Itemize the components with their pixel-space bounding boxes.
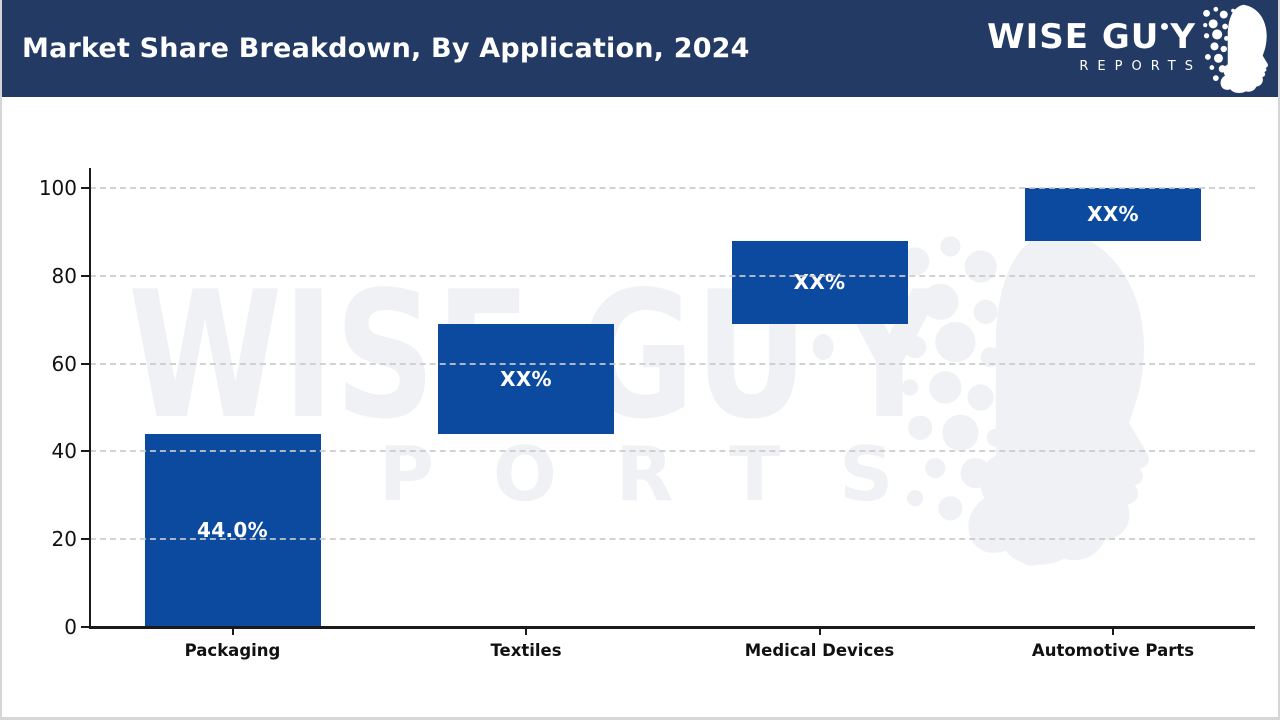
y-tick-label-60: 60 [51, 351, 77, 376]
wise-guy-logo: WISE GU Y REPORTS [987, 4, 1274, 94]
x-tick-label-textiles: Textiles [490, 641, 562, 660]
y-tick-100 [81, 187, 89, 189]
gridline-60 [90, 362, 1255, 365]
bar-value-label-automotive-parts: XX% [1087, 202, 1139, 227]
y-axis-line [89, 168, 91, 629]
x-tick-label-automotive-parts: Automotive Parts [1031, 641, 1195, 660]
y-tick-0 [81, 626, 89, 628]
gridline-80 [90, 274, 1255, 277]
x-tick-label-medical-devices: Medical Devices [744, 641, 895, 660]
logo-wordmark: WISE GU Y [987, 17, 1196, 57]
y-tick-label-80: 80 [51, 263, 77, 288]
x-tick-label-packaging: Packaging [184, 641, 281, 660]
header: Market Share Breakdown, By Application, … [2, 0, 1278, 97]
logo-reports-label: REPORTS [1079, 59, 1202, 74]
bar-medical-devices: XX% [731, 240, 908, 325]
x-tick-textiles [525, 628, 527, 635]
y-tick-label-20: 20 [51, 527, 77, 552]
logo-text: WISE GU Y REPORTS [987, 20, 1196, 74]
chart-area: WISE GU Y REPORTS 44.0% XX% XX% XX% 0 20 40 60 80… [2, 97, 1278, 717]
bar-automotive-parts: XX% [1025, 188, 1201, 241]
y-tick-label-40: 40 [51, 439, 77, 464]
logo-head-icon [1203, 4, 1268, 93]
y-tick-60 [81, 362, 89, 365]
y-tick-label-100: 100 [38, 176, 77, 200]
x-tick-automotive-parts [1112, 628, 1114, 635]
y-tick-80 [81, 274, 89, 277]
gridline-100 [90, 187, 1255, 189]
bar-value-label-medical-devices: XX% [793, 270, 846, 295]
logo-dot-icon [1161, 23, 1169, 30]
y-tick-label-0: 0 [64, 615, 77, 639]
gridline-40 [90, 450, 1255, 453]
bar-packaging: 44.0% [144, 433, 321, 627]
x-tick-medical-devices [818, 628, 821, 635]
page-title: Market Share Breakdown, By Application, … [22, 33, 750, 64]
x-axis-line [89, 626, 1255, 629]
watermark-face-icon [901, 229, 1149, 566]
y-tick-20 [81, 538, 89, 541]
gridline-20 [90, 538, 1255, 541]
x-tick-packaging [231, 628, 234, 635]
y-tick-40 [81, 450, 89, 453]
bar-textiles: XX% [438, 324, 614, 434]
bar-value-label-textiles: XX% [500, 366, 552, 391]
watermark-dot-icon [813, 334, 834, 360]
